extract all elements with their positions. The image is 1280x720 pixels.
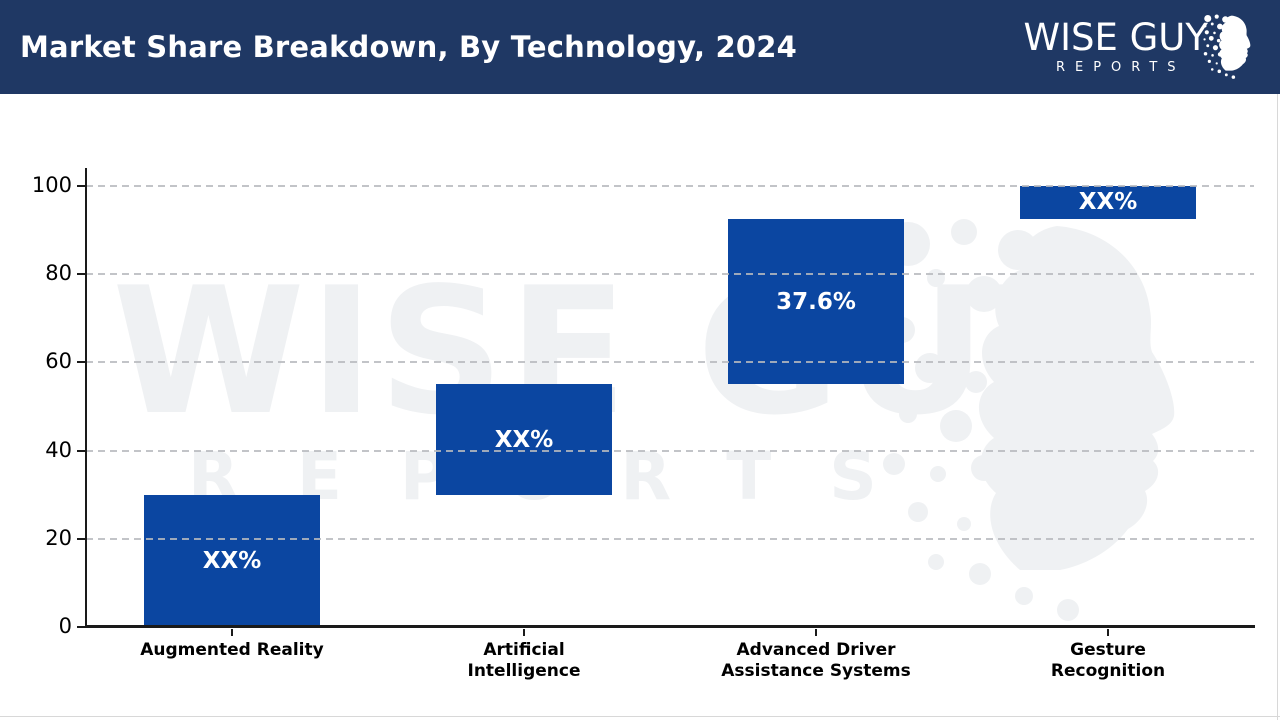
y-tick-label: 40 [45, 437, 72, 462]
y-tick-mark [77, 449, 86, 452]
bar-value-label-box: XX% [1020, 186, 1196, 219]
y-tick-mark [77, 626, 86, 628]
y-tick-label: 80 [45, 261, 72, 286]
bar-augmented-reality [144, 494, 320, 627]
bar-value-label-box: XX% [436, 384, 612, 494]
x-tick-label-augmented-reality: Augmented Reality [82, 640, 382, 661]
header-bar: Market Share Breakdown, By Technology, 2… [0, 0, 1280, 94]
x-tick-label-line: Advanced Driver [736, 640, 896, 660]
watermark-wordmark: WISE GUY [112, 251, 1122, 454]
x-tick-label-line: Assistance Systems [721, 661, 911, 681]
y-tick-label: 100 [31, 173, 72, 197]
gridline-40 [86, 449, 1254, 452]
gridline-80 [86, 273, 1254, 276]
gridline-20 [86, 537, 1254, 540]
y-axis-spine [85, 168, 87, 627]
y-tick-mark [77, 273, 86, 276]
y-tick-mark [77, 185, 86, 187]
bar-value-label: XX% [202, 547, 262, 574]
x-tick-label-line: Artificial [483, 640, 565, 660]
bar-gesture-recognition [1020, 186, 1196, 219]
x-tick-label-line: Gesture [1070, 640, 1146, 660]
x-tick-mark [1107, 629, 1109, 636]
y-tick-mark [77, 537, 86, 540]
gridline-100 [86, 185, 1254, 187]
bar-artificial-intelligence [436, 384, 612, 495]
bottom-edge-hairline [0, 716, 1280, 717]
y-tick-label: 20 [45, 525, 72, 550]
right-edge-hairline [1277, 94, 1278, 720]
y-tick-mark [77, 361, 86, 364]
x-tick-label-gesture-recognition: Gesture Recognition [958, 640, 1258, 682]
x-tick-label-line: Intelligence [467, 661, 581, 681]
bar-advanced-driver-assistance-systems [728, 218, 904, 385]
x-tick-mark [231, 629, 233, 636]
bar-value-label: XX% [494, 426, 554, 453]
page-title: Market Share Breakdown, By Technology, 2… [20, 30, 798, 64]
x-tick-label-line: Augmented Reality [140, 640, 324, 660]
x-tick-label-line: Recognition [1050, 661, 1166, 681]
bar-value-label: XX% [1078, 189, 1138, 216]
x-tick-mark [815, 629, 817, 636]
brand-wordmark: WISE GUY [1023, 16, 1208, 59]
x-axis-spine [85, 625, 1255, 628]
brand-reports-label: REPORTS [1055, 60, 1186, 75]
brand-logo: WISE GUY REPORTS [1024, 12, 1266, 82]
bar-value-label-box: 37.6% [728, 219, 904, 385]
y-tick-label: 60 [45, 349, 72, 374]
x-tick-mark [523, 629, 525, 636]
x-tick-label-artificial-intelligence: Artificial Intelligence [374, 640, 674, 682]
bar-value-label-box: XX% [144, 495, 320, 627]
wiseguy-head-icon [1202, 12, 1266, 82]
bar-value-label: 37.6% [776, 288, 856, 315]
y-tick-label: 0 [58, 614, 72, 638]
gridline-60 [86, 361, 1254, 364]
x-tick-label-advanced-driver-assistance-systems: Advanced Driver Assistance Systems [666, 640, 966, 682]
